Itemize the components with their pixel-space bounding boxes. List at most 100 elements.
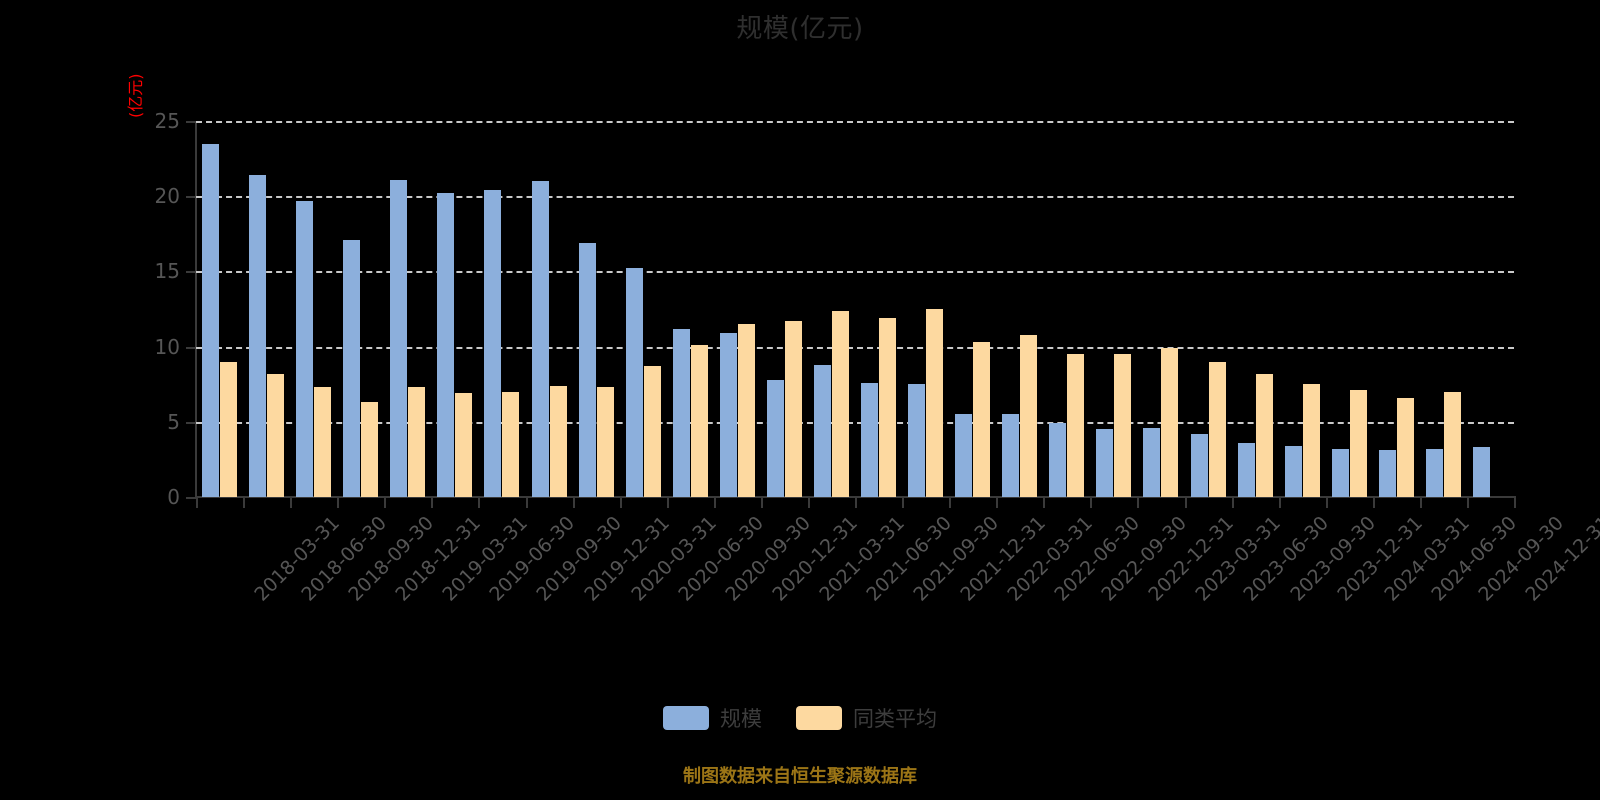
bar-group[interactable]: [531, 121, 579, 497]
bar-group[interactable]: [766, 121, 814, 497]
bar-规模[interactable]: [578, 242, 596, 497]
bar-同类平均[interactable]: [831, 310, 849, 497]
bar-规模[interactable]: [766, 379, 784, 497]
y-axis-unit-label: (亿元): [126, 73, 145, 119]
bar-同类平均[interactable]: [408, 387, 426, 497]
x-tick-mark: [666, 497, 669, 508]
bar-规模[interactable]: [1190, 433, 1208, 497]
x-tick-mark: [1184, 497, 1187, 508]
y-tick-mark: [186, 121, 196, 123]
bar-规模[interactable]: [1331, 448, 1349, 497]
bar-规模[interactable]: [1472, 447, 1490, 497]
bar-规模[interactable]: [390, 179, 408, 497]
bar-同类平均[interactable]: [361, 402, 379, 497]
bar-规模[interactable]: [955, 414, 973, 497]
bar-group[interactable]: [390, 121, 437, 497]
bar-group[interactable]: [813, 121, 861, 497]
bar-group[interactable]: [1002, 121, 1049, 497]
bar-规模[interactable]: [813, 364, 831, 497]
bar-group[interactable]: [1049, 121, 1096, 497]
bar-规模[interactable]: [249, 175, 267, 497]
bar-group[interactable]: [719, 121, 767, 497]
legend-swatch: [663, 706, 709, 730]
bar-规模[interactable]: [1002, 414, 1020, 497]
bar-group[interactable]: [1096, 121, 1143, 497]
bar-规模[interactable]: [1378, 450, 1396, 497]
x-tick-mark: [1043, 497, 1046, 508]
y-tick-label: 20: [154, 184, 180, 209]
x-tick-mark: [196, 497, 198, 508]
bar-group[interactable]: [1284, 121, 1332, 497]
bar-规模[interactable]: [1049, 423, 1067, 497]
bar-规模[interactable]: [437, 193, 455, 497]
bar-规模[interactable]: [861, 382, 878, 497]
bar-同类平均[interactable]: [502, 391, 520, 497]
bar-group[interactable]: [1190, 121, 1238, 497]
bar-同类平均[interactable]: [1443, 391, 1461, 497]
x-tick-mark: [713, 497, 716, 508]
bar-group[interactable]: [1378, 121, 1426, 497]
bar-规模[interactable]: [531, 181, 549, 497]
bar-同类平均[interactable]: [220, 361, 237, 497]
legend-item-scale[interactable]: 规模: [663, 703, 762, 733]
bar-同类平均[interactable]: [1208, 361, 1226, 497]
bar-同类平均[interactable]: [1161, 348, 1179, 497]
bar-规模[interactable]: [1425, 448, 1443, 497]
bar-同类平均[interactable]: [1396, 397, 1414, 497]
bar-group[interactable]: [625, 121, 673, 497]
bar-同类平均[interactable]: [596, 387, 614, 497]
bar-group[interactable]: [578, 121, 626, 497]
bar-同类平均[interactable]: [737, 324, 755, 497]
bar-group[interactable]: [1237, 121, 1285, 497]
bar-规模[interactable]: [908, 384, 926, 497]
bar-规模[interactable]: [1096, 429, 1114, 497]
bar-同类平均[interactable]: [1020, 334, 1038, 497]
bar-group[interactable]: [672, 121, 720, 497]
bar-group[interactable]: [908, 121, 955, 497]
legend-item-peer-average[interactable]: 同类平均: [796, 703, 937, 733]
bar-规模[interactable]: [202, 143, 219, 497]
bar-规模[interactable]: [672, 328, 690, 497]
bar-同类平均[interactable]: [549, 385, 567, 497]
bar-group[interactable]: [1425, 121, 1473, 497]
bar-group[interactable]: [1143, 121, 1190, 497]
bar-同类平均[interactable]: [1302, 384, 1320, 497]
bar-group[interactable]: [343, 121, 390, 497]
bar-group[interactable]: [1472, 121, 1520, 497]
y-axis-line: [195, 121, 197, 498]
bar-同类平均[interactable]: [926, 309, 944, 497]
bar-规模[interactable]: [1143, 427, 1161, 497]
bar-同类平均[interactable]: [973, 342, 991, 497]
bar-同类平均[interactable]: [1255, 373, 1273, 497]
bar-规模[interactable]: [1237, 442, 1255, 497]
bar-group[interactable]: [249, 121, 296, 497]
bar-group[interactable]: [202, 121, 249, 497]
bar-同类平均[interactable]: [314, 387, 332, 497]
bar-规模[interactable]: [484, 190, 502, 497]
bar-同类平均[interactable]: [1349, 390, 1367, 497]
bar-group[interactable]: [296, 121, 343, 497]
bar-group[interactable]: [484, 121, 531, 497]
bar-同类平均[interactable]: [690, 345, 708, 497]
bar-同类平均[interactable]: [879, 318, 896, 497]
x-tick-mark: [572, 497, 575, 508]
bar-同类平均[interactable]: [643, 366, 661, 497]
bar-group[interactable]: [437, 121, 484, 497]
bar-规模[interactable]: [625, 268, 643, 497]
bar-同类平均[interactable]: [1067, 354, 1085, 497]
bar-同类平均[interactable]: [784, 321, 802, 497]
bar-规模[interactable]: [296, 200, 314, 497]
bar-同类平均[interactable]: [1114, 354, 1132, 497]
bar-group[interactable]: [955, 121, 1002, 497]
bar-group[interactable]: [1331, 121, 1379, 497]
x-tick-mark: [855, 497, 857, 508]
x-tick-mark: [1137, 497, 1140, 508]
bar-规模[interactable]: [719, 333, 737, 497]
bar-规模[interactable]: [343, 239, 361, 497]
gridline: [196, 346, 1514, 349]
bar-规模[interactable]: [1284, 445, 1302, 497]
bar-group[interactable]: [861, 121, 908, 497]
bar-同类平均[interactable]: [455, 393, 473, 497]
bar-同类平均[interactable]: [267, 373, 285, 497]
x-tick-mark: [1231, 497, 1234, 508]
